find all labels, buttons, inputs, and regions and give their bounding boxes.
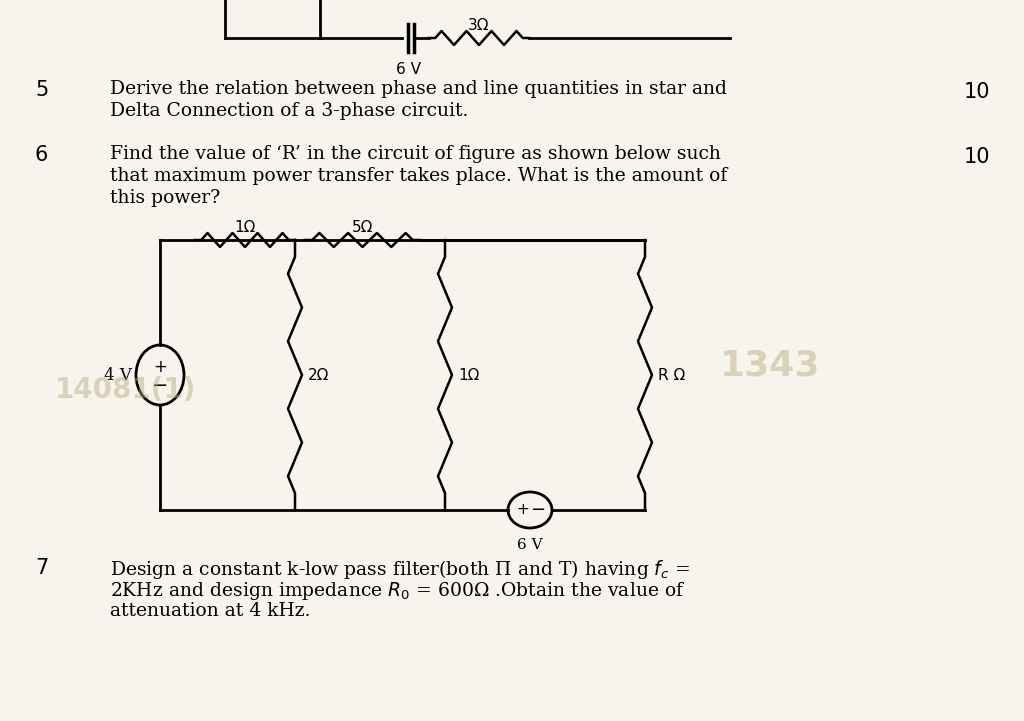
Text: Find the value of ‘R’ in the circuit of figure as shown below such: Find the value of ‘R’ in the circuit of … [110,145,721,163]
Text: +: + [153,358,167,376]
Text: R Ω: R Ω [658,368,685,383]
Text: 14081(1): 14081(1) [55,376,197,404]
Text: 6 V: 6 V [395,62,421,77]
Text: this power?: this power? [110,189,220,207]
Text: 1Ω: 1Ω [458,368,479,383]
Text: attenuation at 4 kHz.: attenuation at 4 kHz. [110,602,310,620]
Text: 4 V: 4 V [104,366,132,384]
Text: 6: 6 [35,145,48,165]
Text: 2KHz and design impedance $R_0$ = 600Ω .Obtain the value of: 2KHz and design impedance $R_0$ = 600Ω .… [110,580,686,602]
Text: 5: 5 [35,80,48,100]
Text: Design a constant k-low pass filter(both Π and T) having $f_c$ =: Design a constant k-low pass filter(both… [110,558,690,581]
Text: Delta Connection of a 3-phase circuit.: Delta Connection of a 3-phase circuit. [110,102,468,120]
Text: 5Ω: 5Ω [352,221,373,236]
Text: 1343: 1343 [720,348,820,382]
Text: +: + [517,503,529,518]
Text: 2Ω: 2Ω [308,368,330,383]
Text: 3Ω: 3Ω [468,19,489,33]
Text: that maximum power transfer takes place. What is the amount of: that maximum power transfer takes place.… [110,167,727,185]
Text: 1Ω: 1Ω [234,221,256,236]
Text: 7: 7 [35,558,48,578]
Text: 6 V: 6 V [517,538,543,552]
Text: −: − [530,501,546,519]
Text: 10: 10 [964,147,990,167]
Text: Derive the relation between phase and line quantities in star and: Derive the relation between phase and li… [110,80,727,98]
Text: 10: 10 [964,82,990,102]
Text: −: − [152,376,168,394]
